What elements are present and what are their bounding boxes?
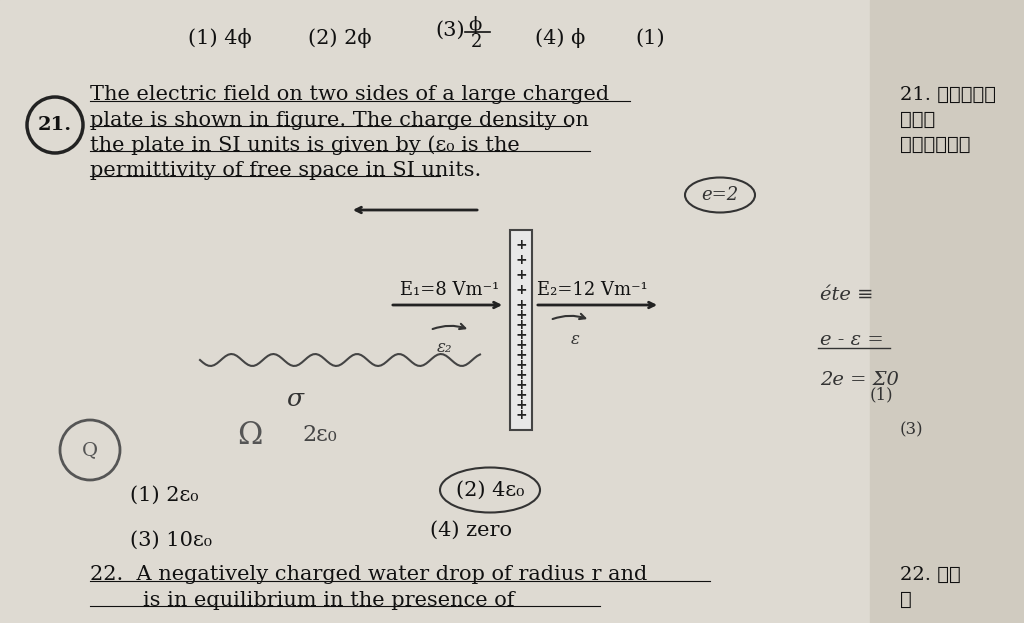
Bar <box>0 0 870 623</box>
Text: (3): (3) <box>435 21 465 39</box>
Text: +: + <box>515 318 526 332</box>
Bar <box>510 230 532 430</box>
Text: (3): (3) <box>900 422 924 439</box>
Text: +: + <box>515 358 526 372</box>
Text: +: + <box>515 283 526 297</box>
Text: ε₂: ε₂ <box>437 340 453 356</box>
Text: ϕ: ϕ <box>468 16 481 34</box>
Text: +: + <box>515 268 526 282</box>
Text: +: + <box>515 298 526 312</box>
Text: The electric field on two sides of a large charged: The electric field on two sides of a lar… <box>90 85 609 105</box>
Text: +: + <box>515 368 526 382</box>
Text: (3) 10ε₀: (3) 10ε₀ <box>130 531 212 549</box>
Text: 21.: 21. <box>38 116 72 134</box>
Text: 2ε₀: 2ε₀ <box>303 424 337 446</box>
Text: (1): (1) <box>635 29 665 47</box>
Text: +: + <box>515 378 526 392</box>
Text: the plate in SI units is given by (ε₀ is the: the plate in SI units is given by (ε₀ is… <box>90 135 520 155</box>
Text: plate is shown in figure. The charge density on: plate is shown in figure. The charge den… <box>90 110 589 130</box>
Text: है।: है। <box>900 111 935 129</box>
Text: 22. यि: 22. यि <box>900 566 961 584</box>
Text: +: + <box>515 408 526 422</box>
Text: e - ε =: e - ε = <box>820 331 884 349</box>
Text: (1): (1) <box>870 386 894 404</box>
Text: permittivity of free space in SI units.: permittivity of free space in SI units. <box>90 161 481 179</box>
Text: éte ≡: éte ≡ <box>820 286 873 304</box>
Text: +: + <box>515 398 526 412</box>
Text: घ: घ <box>900 591 911 609</box>
Text: (1) 4ϕ: (1) 4ϕ <box>188 28 252 48</box>
Text: e=2: e=2 <box>701 186 738 204</box>
Text: σ: σ <box>287 389 303 412</box>
Text: +: + <box>515 328 526 342</box>
Text: (2) 2ϕ: (2) 2ϕ <box>308 28 372 48</box>
Text: 2e = Σ0: 2e = Σ0 <box>820 371 899 389</box>
Text: +: + <box>515 308 526 322</box>
Text: E₂=12 Vm⁻¹: E₂=12 Vm⁻¹ <box>537 281 648 299</box>
Text: 2: 2 <box>471 33 482 51</box>
Text: +: + <box>515 238 526 252</box>
Text: (4) zero: (4) zero <box>430 520 512 540</box>
Text: वैद्यु: वैद्यु <box>900 136 971 154</box>
Text: ε: ε <box>570 331 580 348</box>
Bar <box>870 0 1024 623</box>
Text: (1) 2ε₀: (1) 2ε₀ <box>130 485 199 505</box>
Text: (2) 4ε₀: (2) 4ε₀ <box>456 480 524 500</box>
Text: is in equilibrium in the presence of: is in equilibrium in the presence of <box>90 591 514 609</box>
Text: +: + <box>515 348 526 362</box>
Text: +: + <box>515 388 526 402</box>
Text: Q: Q <box>82 441 98 459</box>
Text: 21. चित्र: 21. चित्र <box>900 86 996 104</box>
Text: +: + <box>515 338 526 352</box>
Text: 22.  A negatively charged water drop of radius r and: 22. A negatively charged water drop of r… <box>90 566 647 584</box>
Text: +: + <box>515 253 526 267</box>
Text: (4) ϕ: (4) ϕ <box>535 28 585 48</box>
Text: Ω: Ω <box>238 419 263 450</box>
Text: E₁=8 Vm⁻¹: E₁=8 Vm⁻¹ <box>400 281 500 299</box>
